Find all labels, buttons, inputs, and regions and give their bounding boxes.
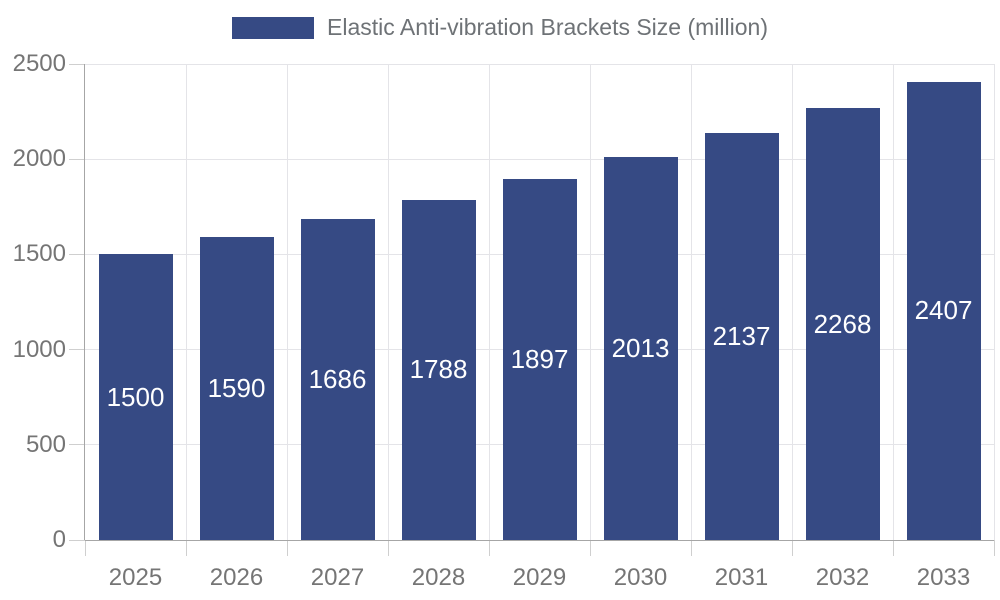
y-axis-tick bbox=[69, 158, 85, 160]
y-tick-label: 2500 bbox=[12, 50, 66, 77]
y-gridline bbox=[85, 158, 994, 160]
x-axis-tick bbox=[387, 540, 389, 556]
y-axis-tick bbox=[69, 63, 85, 65]
x-axis-tick bbox=[791, 540, 793, 556]
y-axis-tick bbox=[69, 253, 85, 255]
y-axis-line bbox=[84, 64, 85, 540]
x-tick-label: 2030 bbox=[613, 564, 668, 591]
x-axis-tick bbox=[892, 540, 894, 556]
bar-2026: 1590 bbox=[199, 237, 274, 540]
bar-2032: 2268 bbox=[805, 108, 880, 540]
y-tick-label: 1500 bbox=[12, 240, 66, 268]
x-gridline bbox=[993, 64, 995, 540]
bar-value-label: 2268 bbox=[813, 308, 872, 339]
bar-2025: 1500 bbox=[98, 254, 173, 540]
x-tick-label: 2026 bbox=[209, 564, 264, 591]
x-tick-label: 2031 bbox=[714, 564, 769, 591]
y-tick-label: 1000 bbox=[12, 335, 66, 363]
x-axis-tick bbox=[993, 540, 995, 556]
bar-2027: 1686 bbox=[300, 218, 375, 540]
x-gridline bbox=[892, 64, 894, 540]
x-gridline bbox=[185, 64, 187, 540]
bar-value-label: 1500 bbox=[106, 381, 165, 412]
y-tick-label: 2000 bbox=[12, 145, 66, 173]
bar-2029: 1897 bbox=[502, 178, 577, 540]
x-tick-label: 2032 bbox=[815, 564, 870, 591]
x-tick-label: 2027 bbox=[310, 564, 365, 591]
bar-2028: 1788 bbox=[401, 199, 476, 540]
x-axis-tick bbox=[84, 540, 86, 556]
x-gridline bbox=[488, 64, 490, 540]
x-gridline bbox=[387, 64, 389, 540]
y-gridline bbox=[85, 63, 994, 65]
x-gridline bbox=[286, 64, 288, 540]
x-gridline bbox=[589, 64, 591, 540]
x-axis-line bbox=[85, 539, 994, 541]
y-axis-tick bbox=[69, 349, 85, 351]
x-axis-tick bbox=[488, 540, 490, 556]
bar-value-label: 1788 bbox=[409, 354, 468, 385]
x-axis-tick bbox=[286, 540, 288, 556]
x-axis-tick bbox=[690, 540, 692, 556]
x-gridline bbox=[791, 64, 793, 540]
y-axis-tick bbox=[69, 444, 85, 446]
legend: Elastic Anti-vibration Brackets Size (mi… bbox=[0, 14, 1000, 41]
legend-label: Elastic Anti-vibration Brackets Size (mi… bbox=[327, 14, 768, 40]
bar-2031: 2137 bbox=[704, 133, 779, 540]
bar-2030: 2013 bbox=[603, 156, 678, 540]
x-tick-label: 2029 bbox=[512, 564, 567, 591]
x-tick-label: 2025 bbox=[108, 564, 163, 591]
bar-value-label: 1686 bbox=[308, 363, 367, 394]
x-gridline bbox=[690, 64, 692, 540]
bar-value-label: 2013 bbox=[611, 332, 670, 363]
bar-value-label: 1590 bbox=[207, 373, 266, 404]
y-axis-tick bbox=[69, 539, 85, 541]
bar-2033: 2407 bbox=[906, 81, 981, 540]
bar-value-label: 1897 bbox=[510, 343, 569, 374]
x-tick-label: 2028 bbox=[411, 564, 466, 591]
y-tick-label: 0 bbox=[52, 526, 66, 553]
x-axis-tick bbox=[589, 540, 591, 556]
x-tick-label: 2033 bbox=[916, 564, 971, 591]
bar-value-label: 2137 bbox=[712, 321, 771, 352]
legend-swatch bbox=[232, 16, 314, 39]
y-tick-label: 500 bbox=[25, 430, 66, 458]
x-axis-tick bbox=[185, 540, 187, 556]
bar-value-label: 2407 bbox=[914, 295, 973, 326]
